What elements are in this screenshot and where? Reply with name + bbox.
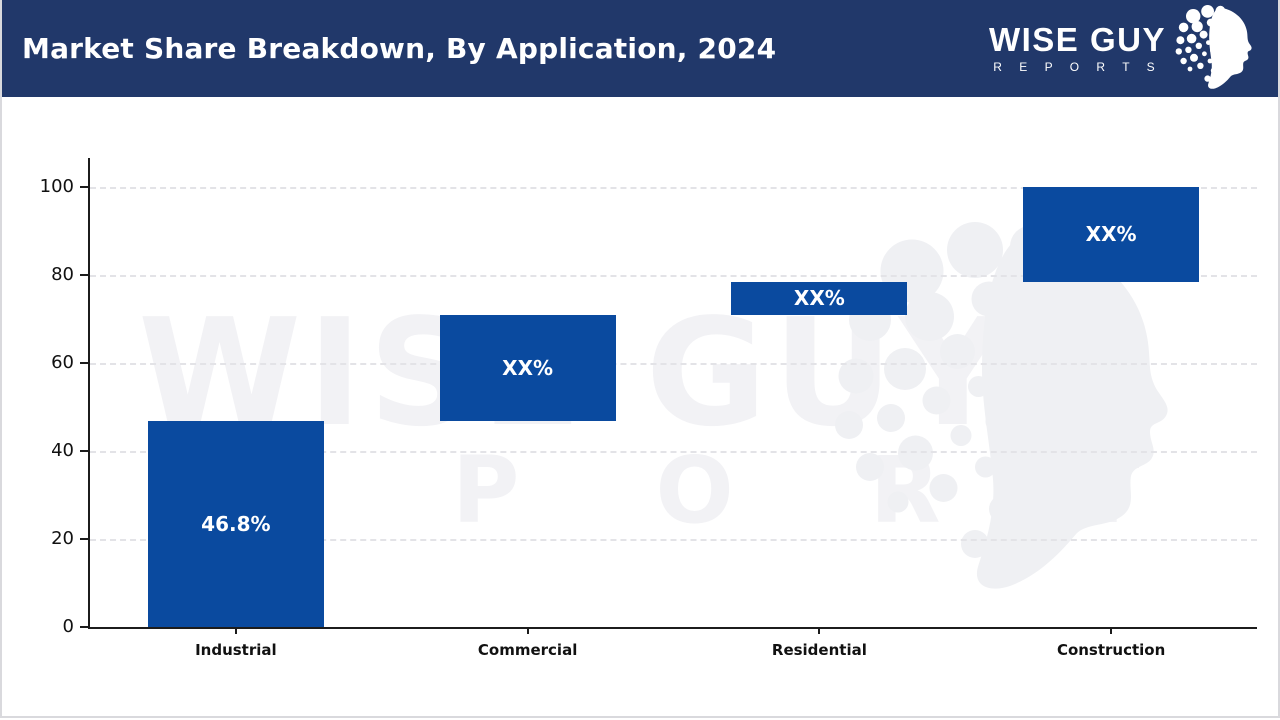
y-gridline <box>90 275 1257 278</box>
y-axis-tick-label: 60 <box>51 352 74 374</box>
bar-value-label: XX% <box>793 286 845 311</box>
y-tick-mark <box>80 450 88 452</box>
x-tick-mark <box>234 627 237 634</box>
y-axis-tick-label: 80 <box>51 264 74 286</box>
header-banner: Market Share Breakdown, By Application, … <box>0 0 1280 97</box>
waterfall-bar: XX% <box>439 315 616 422</box>
wiseguy-head-icon <box>1175 4 1252 89</box>
bar-value-label: XX% <box>502 356 554 381</box>
bar-value-label: XX% <box>1085 222 1137 247</box>
waterfall-bar: 46.8% <box>147 421 324 627</box>
y-tick-mark <box>80 538 88 540</box>
chart-title: Market Share Breakdown, By Application, … <box>22 32 777 65</box>
y-axis-tick-label: 20 <box>51 528 74 550</box>
x-axis-category-label: Industrial <box>195 641 277 659</box>
chart-area: WISE GUY P O R T S 02040608010046.8%Indu… <box>0 97 1280 720</box>
x-axis-category-label: Commercial <box>477 641 578 659</box>
y-axis-tick-label: 0 <box>62 616 74 638</box>
x-tick-mark <box>818 627 821 634</box>
logo-sub-text: R E P O R T S <box>993 59 1162 74</box>
logo-text: WISE GUY R E P O R T S <box>989 23 1166 74</box>
y-tick-mark <box>80 186 88 189</box>
bar-value-label: 46.8% <box>201 512 271 537</box>
y-axis-tick-label: 40 <box>51 440 74 462</box>
y-tick-mark <box>80 626 88 628</box>
y-tick-mark <box>80 362 88 365</box>
x-axis-category-label: Residential <box>771 641 867 659</box>
wiseguy-logo: WISE GUY R E P O R T S <box>989 4 1254 93</box>
y-tick-mark <box>80 274 88 277</box>
waterfall-bar: XX% <box>731 281 908 316</box>
y-gridline <box>90 451 1257 453</box>
y-gridline <box>90 539 1257 541</box>
logo-brand-text: WISE GUY <box>988 21 1166 59</box>
x-axis-category-label: Construction <box>1056 641 1166 659</box>
x-tick-mark <box>1110 627 1113 634</box>
y-gridline <box>90 187 1257 190</box>
waterfall-bar: XX% <box>1023 187 1200 282</box>
y-gridline <box>90 363 1257 366</box>
x-tick-mark <box>526 627 529 634</box>
y-axis-tick-label: 100 <box>39 176 74 198</box>
plot-area: 0 20 40 60 80 100 46.8% Industrial XX% Commercial… <box>40 158 1257 659</box>
